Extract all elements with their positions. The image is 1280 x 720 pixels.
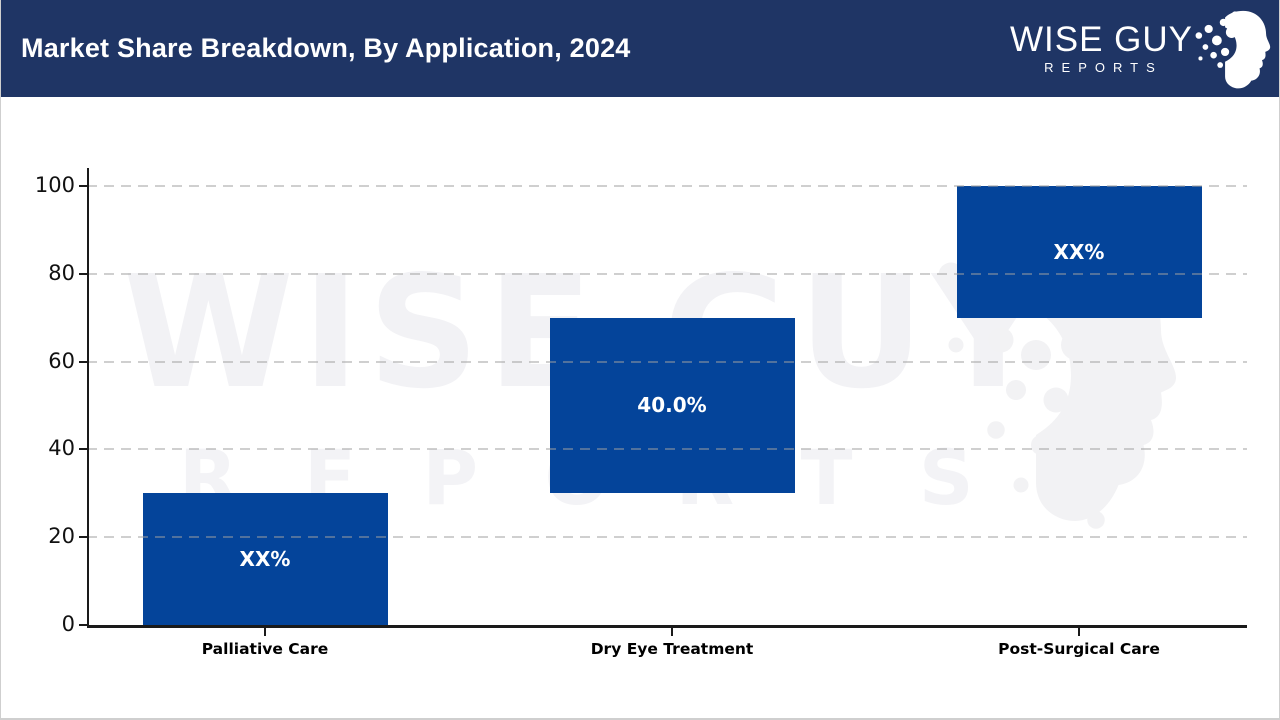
bar-dry-eye-treatment: 40.0%: [549, 317, 795, 494]
bar-value-label: XX%: [239, 547, 291, 572]
y-tick-label: 20: [48, 524, 75, 549]
y-tick-label: 0: [61, 612, 75, 636]
y-axis-line: [87, 168, 89, 627]
y-tick-mark: [79, 185, 87, 187]
wise-guy-logo: WISE GUY REPORTS: [1010, 6, 1271, 91]
bar-palliative-care: XX%: [142, 493, 388, 625]
y-tick-label: 80: [48, 260, 75, 285]
gridline-60: [87, 360, 1247, 363]
gridline-80: [87, 272, 1247, 275]
y-tick-label: 100: [34, 173, 75, 197]
y-tick-mark: [79, 536, 87, 539]
x-tick-mark: [264, 628, 266, 636]
y-tick-mark: [79, 624, 87, 626]
logo-face-icon: [1189, 4, 1271, 94]
gridline-20: [87, 536, 1247, 539]
bar-value-label: XX%: [1053, 239, 1105, 264]
gridline-40: [87, 448, 1247, 451]
logo-tagline: REPORTS: [1044, 60, 1163, 75]
gridline-100: [87, 185, 1247, 187]
y-tick-label: 60: [48, 348, 75, 373]
page-title: Market Share Breakdown, By Application, …: [21, 33, 631, 63]
y-tick-mark: [79, 272, 87, 275]
bar-value-label: 40.0%: [637, 393, 707, 418]
x-category-label: Dry Eye Treatment: [590, 640, 754, 658]
bar-post-surgical-care: XX%: [956, 186, 1202, 318]
x-category-label: Palliative Care: [201, 640, 329, 658]
x-axis-line: [87, 625, 1247, 628]
y-tick-mark: [79, 360, 87, 363]
x-tick-mark: [1078, 628, 1080, 636]
logo-name: WISE GUY: [1009, 20, 1193, 59]
y-tick-label: 40: [48, 436, 75, 461]
y-tick-mark: [79, 448, 87, 451]
logo-text: WISE GUY REPORTS: [1010, 22, 1193, 75]
x-category-label: Post-Surgical Care: [998, 640, 1160, 658]
x-tick-mark: [671, 628, 673, 636]
header-bar: Market Share Breakdown, By Application, …: [1, 0, 1279, 97]
